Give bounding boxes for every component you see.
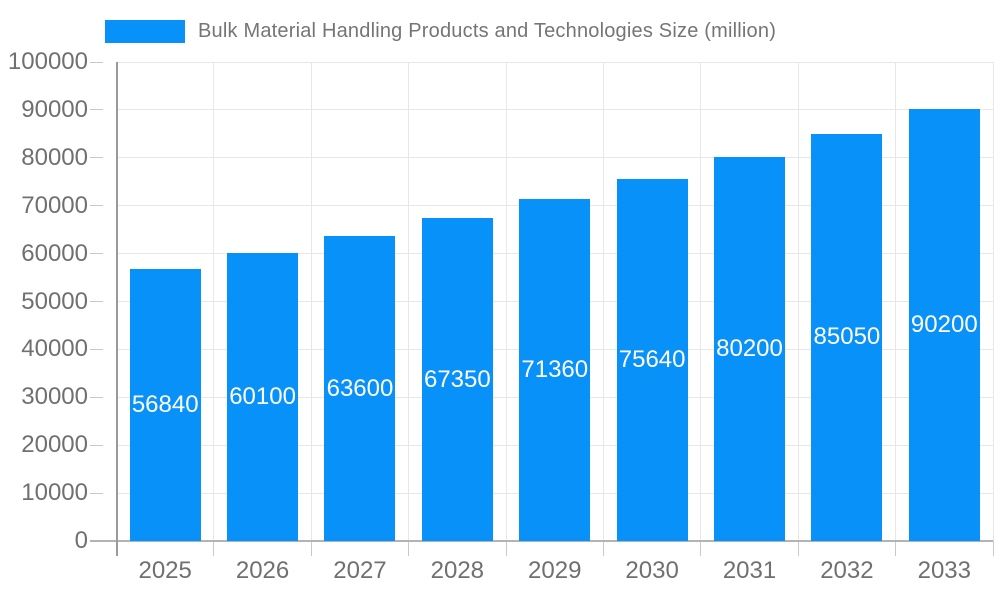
y-tick-mark (90, 348, 103, 350)
bar (129, 268, 201, 541)
y-tick-label: 90000 (21, 95, 88, 123)
v-gridline (505, 62, 507, 541)
bar-value-label: 67350 (423, 365, 491, 393)
x-tick-mark (797, 541, 799, 556)
bar-value-label: 75640 (618, 345, 686, 373)
y-axis-line (115, 62, 118, 556)
v-gridline (992, 62, 994, 541)
bar (616, 178, 688, 541)
v-gridline (408, 62, 410, 541)
x-tick-mark (602, 541, 604, 556)
bar (714, 156, 786, 541)
y-tick-mark (90, 205, 103, 207)
bar-value-label: 63600 (326, 374, 394, 402)
y-tick-mark (90, 157, 103, 159)
y-tick-label: 100000 (7, 48, 88, 75)
x-tick-mark (310, 541, 312, 556)
x-tick-mark (895, 541, 897, 556)
v-gridline (310, 62, 312, 541)
x-tick-label: 2029 (528, 557, 582, 584)
bar (324, 236, 396, 541)
bar (421, 218, 493, 541)
y-tick-label: 10000 (21, 479, 88, 507)
x-tick-label: 2033 (917, 557, 971, 584)
y-tick-label: 70000 (21, 191, 88, 219)
bar-value-label: 90200 (910, 310, 978, 338)
v-gridline (797, 62, 799, 541)
y-tick-label: 0 (74, 527, 88, 554)
y-tick-mark (90, 492, 103, 494)
v-gridline (213, 62, 215, 541)
y-tick-label: 20000 (21, 431, 88, 459)
y-tick-mark (90, 61, 103, 63)
x-axis-line (90, 540, 993, 542)
y-tick-label: 50000 (21, 287, 88, 315)
y-tick-mark (90, 301, 103, 302)
h-gridline (116, 157, 993, 159)
x-tick-mark (213, 541, 215, 556)
h-gridline (116, 61, 993, 63)
bar (519, 199, 591, 541)
v-gridline (895, 62, 897, 541)
x-tick-label: 2030 (625, 557, 679, 584)
y-tick-mark (90, 253, 103, 255)
x-tick-label: 2028 (430, 557, 485, 584)
legend-swatch (105, 20, 185, 43)
bar-value-label: 80200 (716, 334, 783, 362)
y-tick-label: 30000 (21, 383, 88, 411)
x-tick-label: 2031 (722, 557, 777, 584)
y-tick-label: 80000 (21, 143, 88, 171)
legend-label: Bulk Material Handling Products and Tech… (198, 20, 777, 42)
bar (227, 253, 299, 541)
bar-value-label: 60100 (229, 383, 296, 411)
h-gridline (116, 109, 993, 111)
bar (811, 133, 883, 541)
x-tick-label: 2027 (333, 557, 387, 584)
bar-value-label: 56840 (131, 390, 199, 418)
x-tick-mark (408, 541, 410, 556)
bar (908, 108, 980, 541)
x-tick-label: 2032 (820, 557, 874, 584)
bar-value-label: 85050 (813, 323, 881, 351)
y-tick-label: 40000 (21, 335, 88, 363)
x-tick-label: 2026 (235, 557, 290, 584)
x-tick-mark (992, 541, 994, 556)
y-tick-mark (90, 444, 103, 446)
v-gridline (602, 62, 604, 541)
bar-value-label: 71360 (521, 356, 589, 384)
x-tick-label: 2025 (138, 557, 192, 584)
x-tick-mark (505, 541, 507, 556)
y-tick-label: 60000 (21, 239, 88, 267)
legend: Bulk Material Handling Products and Tech… (105, 20, 776, 43)
y-tick-mark (90, 396, 103, 398)
y-tick-mark (90, 109, 103, 111)
x-tick-mark (700, 541, 702, 556)
v-gridline (700, 62, 702, 541)
